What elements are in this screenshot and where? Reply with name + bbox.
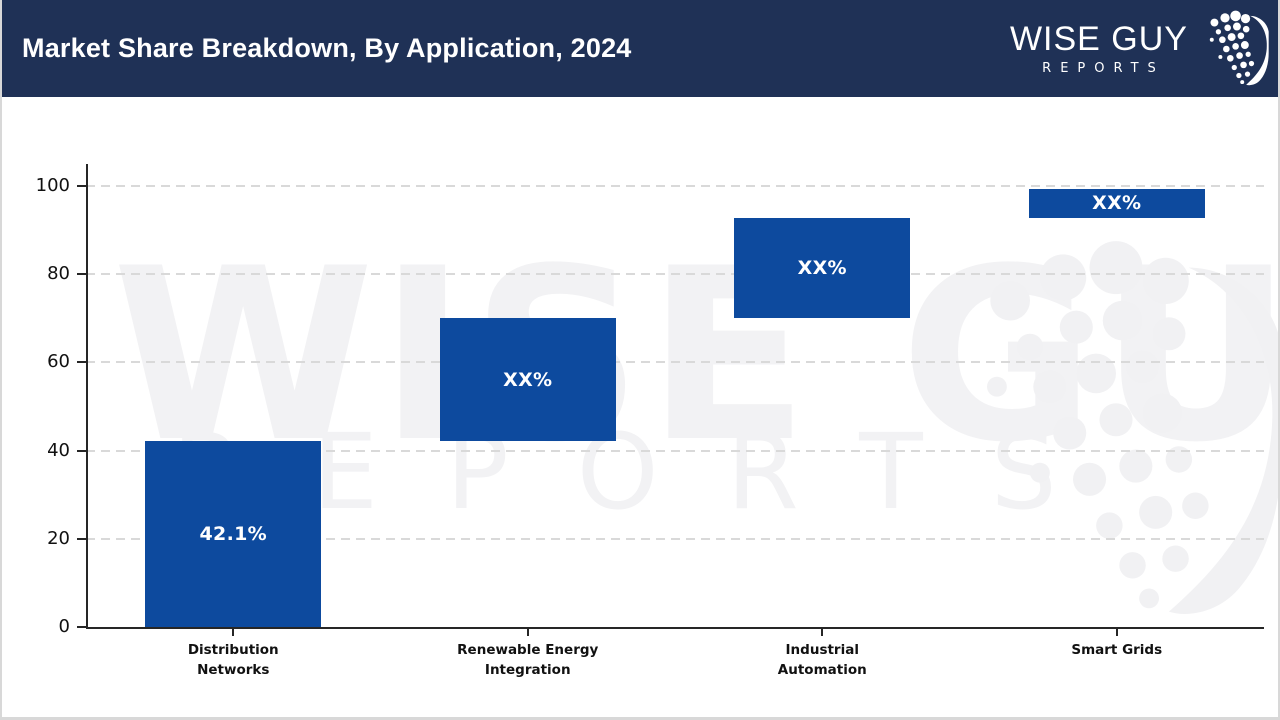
y-gridline <box>86 273 1264 276</box>
bar-segment: XX% <box>1028 188 1205 219</box>
y-axis-line <box>86 164 88 629</box>
y-gridline <box>86 537 1264 540</box>
x-axis-line <box>86 627 1264 629</box>
bar-segment: 42.1% <box>145 441 322 627</box>
y-axis-tick-label: 80 <box>47 263 70 285</box>
y-axis-tick <box>77 273 86 276</box>
bar-segment: XX% <box>439 317 616 442</box>
y-axis-tick-label: 100 <box>35 175 70 196</box>
x-axis-tick <box>821 629 824 636</box>
y-axis-tick-label: 40 <box>47 439 70 461</box>
x-axis-category-label: Distribution Networks <box>187 642 279 678</box>
brand-text: WISE GUY REPORTS <box>1010 22 1188 75</box>
y-axis-tick <box>77 185 86 187</box>
y-axis-tick <box>77 449 86 452</box>
chart-title: Market Share Breakdown, By Application, … <box>22 33 632 63</box>
x-axis-tick <box>232 629 235 636</box>
bar-value-label: XX% <box>797 257 847 280</box>
x-axis-tick <box>1115 629 1118 636</box>
bar-value-label: 42.1% <box>199 523 267 546</box>
y-axis-tick-label: 20 <box>47 527 70 549</box>
watermark-face-icon <box>858 208 1280 658</box>
y-gridline <box>86 185 1264 187</box>
x-axis-category-label: Industrial Automation <box>777 642 867 678</box>
bar-value-label: XX% <box>1092 192 1142 215</box>
y-axis-tick <box>77 537 86 540</box>
brand-face-icon <box>1184 7 1270 91</box>
y-axis-tick <box>77 361 86 364</box>
y-gridline <box>86 361 1264 364</box>
y-axis-tick-label: 0 <box>58 616 70 637</box>
bar-segment: XX% <box>734 218 911 318</box>
header-bar: Market Share Breakdown, By Application, … <box>2 0 1278 97</box>
y-axis-tick-label: 60 <box>47 351 70 373</box>
x-axis-tick <box>526 629 529 636</box>
brand-subtitle: REPORTS <box>1042 61 1165 76</box>
bar-value-label: XX% <box>503 368 553 391</box>
x-axis-category-label: Smart Grids <box>1071 642 1163 658</box>
y-axis-tick <box>77 626 86 628</box>
brand-logo: WISE GUY REPORTS <box>1010 7 1270 91</box>
brand-name: WISE GUY <box>1009 20 1188 58</box>
x-axis-category-label: Renewable Energy Integration <box>457 642 599 678</box>
y-gridline <box>86 449 1264 452</box>
